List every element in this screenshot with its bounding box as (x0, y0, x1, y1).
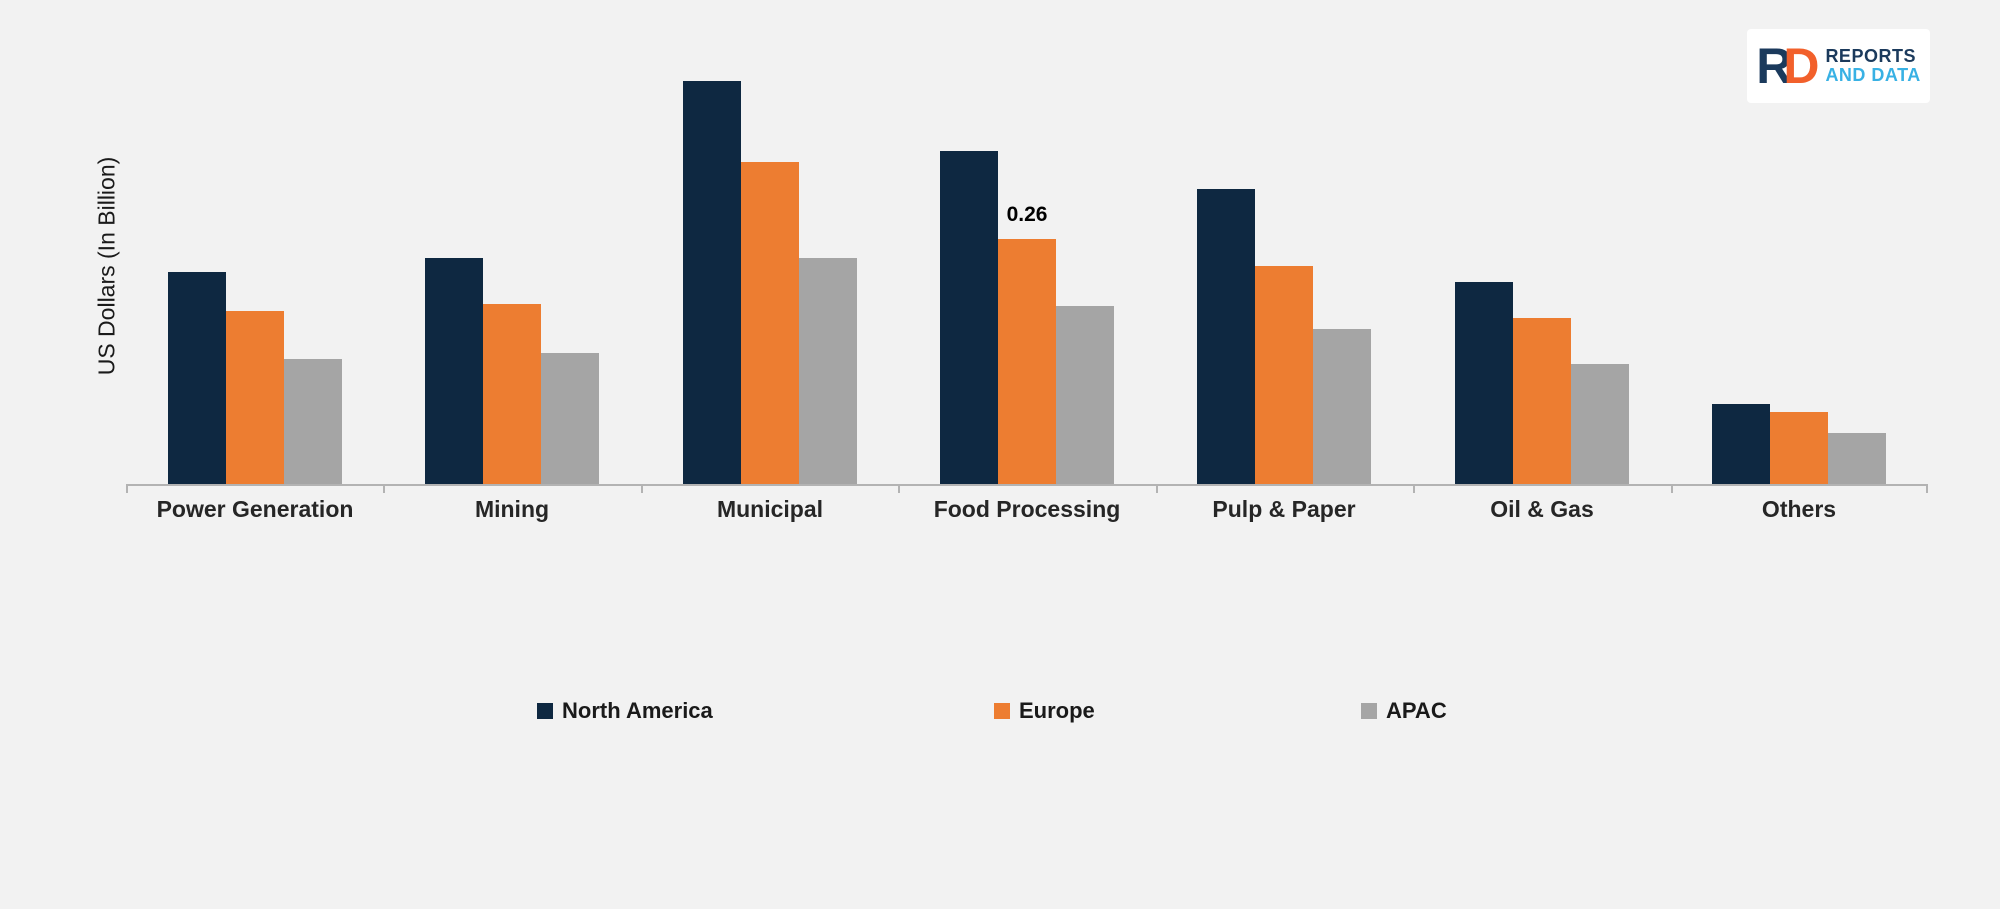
logo-text-and-data: AND DATA (1825, 65, 1921, 85)
bar-apac-mining (541, 353, 599, 484)
legend-marker-north-america-icon (537, 703, 553, 719)
x-axis-tick (1671, 484, 1673, 493)
logo-text-reports: REPORTS (1825, 46, 1916, 67)
logo-wordmark: REPORTS AND DATA (1825, 47, 1920, 85)
logo-monogram-icon: R D (1756, 41, 1819, 91)
bar-apac-food-processing (1056, 306, 1114, 484)
x-label-food-processing: Food Processing (933, 496, 1121, 522)
legend-label-europe: Europe (1019, 698, 1095, 723)
reports-and-data-logo: R D REPORTS AND DATA (1747, 29, 1930, 103)
x-axis-tick (1156, 484, 1158, 493)
legend-label-apac: APAC (1386, 698, 1447, 723)
x-label-power-generation: Power Generation (156, 496, 354, 522)
legend-marker-apac-icon (1361, 703, 1377, 719)
bar-europe-power-generation (226, 311, 284, 484)
bar-apac-oil-gas (1571, 364, 1629, 484)
legend-item-europe: Europe (994, 698, 1095, 724)
plot-area: 0.26 (126, 60, 1928, 493)
bar-apac-others (1828, 433, 1886, 484)
x-axis-labels: Power Generation Mining Municipal Food Proc… (126, 496, 1928, 530)
data-label-europe-food-processing: 0.26 (1006, 203, 1048, 226)
x-label-pulp-paper: Pulp & Paper (1212, 496, 1356, 522)
legend-item-north-america: North America (537, 698, 713, 724)
legend-marker-europe-icon (994, 703, 1010, 719)
bar-north-america-food-processing (940, 151, 998, 484)
bar-europe-pulp-paper (1255, 266, 1313, 484)
bar-europe-oil-gas (1513, 318, 1571, 484)
bar-north-america-others (1712, 404, 1770, 484)
bar-north-america-pulp-paper (1197, 189, 1255, 484)
x-axis-tick (383, 484, 385, 493)
bar-apac-power-generation (284, 359, 342, 484)
legend-label-north-america: North America (562, 698, 713, 723)
bar-apac-pulp-paper (1313, 329, 1371, 484)
y-axis-title: US Dollars (In Billion) (93, 156, 120, 376)
x-axis-tick (641, 484, 643, 493)
bar-europe-others (1770, 412, 1828, 484)
bar-europe-mining (483, 304, 541, 484)
legend-item-apac: APAC (1361, 698, 1447, 724)
bar-apac-municipal (799, 258, 857, 484)
x-label-municipal: Municipal (716, 496, 824, 522)
x-label-mining: Mining (474, 496, 550, 522)
x-label-oil-gas: Oil & Gas (1490, 496, 1594, 522)
bar-north-america-oil-gas (1455, 282, 1513, 484)
bar-europe-food-processing (998, 239, 1056, 484)
x-label-others: Others (1761, 496, 1837, 522)
x-axis-tick (1926, 484, 1928, 493)
bar-north-america-power-generation (168, 272, 226, 484)
bar-europe-municipal (741, 162, 799, 484)
x-axis-tick (898, 484, 900, 493)
bar-north-america-municipal (683, 81, 741, 484)
x-axis-tick (1413, 484, 1415, 493)
x-axis-tick (126, 484, 128, 493)
bar-north-america-mining (425, 258, 483, 484)
